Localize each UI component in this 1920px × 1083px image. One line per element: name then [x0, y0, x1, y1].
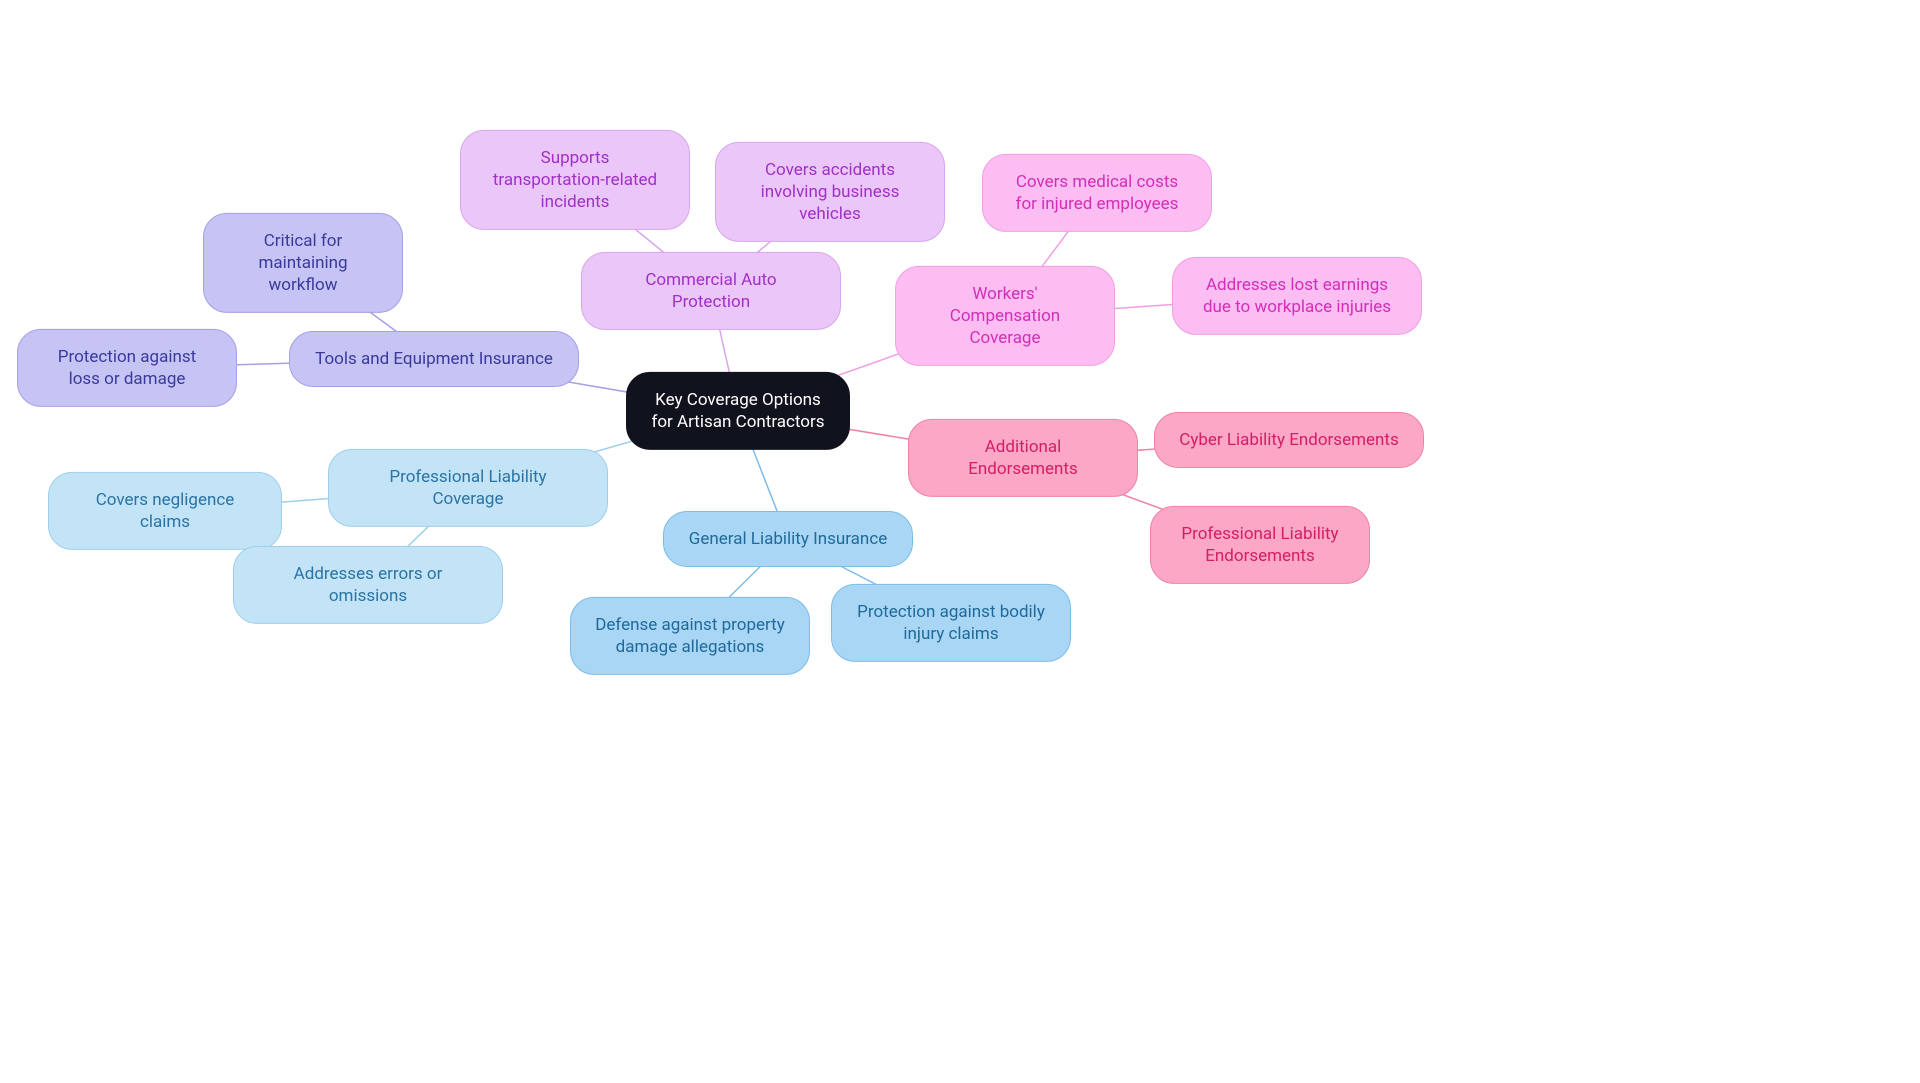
- mindmap-node-prof: Professional Liability Coverage: [328, 449, 608, 527]
- mindmap-node-label: Tools and Equipment Insurance: [315, 348, 553, 370]
- mindmap-node-label: Defense against property damage allegati…: [595, 614, 785, 658]
- mindmap-node-prof-1: Covers negligence claims: [48, 472, 282, 550]
- mindmap-node-add-1: Cyber Liability Endorsements: [1154, 412, 1424, 468]
- mindmap-node-label: General Liability Insurance: [689, 528, 887, 550]
- mindmap-node-tools-2: Protection against loss or damage: [17, 329, 237, 407]
- mindmap-node-tools: Tools and Equipment Insurance: [289, 331, 579, 387]
- mindmap-node-workers: Workers' Compensation Coverage: [895, 266, 1115, 366]
- mindmap-node-label: Covers accidents involving business vehi…: [740, 159, 920, 225]
- mindmap-node-label: Commercial Auto Protection: [606, 269, 816, 313]
- mindmap-node-gen: General Liability Insurance: [663, 511, 913, 567]
- mindmap-node-label: Covers negligence claims: [73, 489, 257, 533]
- mindmap-node-label: Protection against loss or damage: [42, 346, 212, 390]
- mindmap-node-center: Key Coverage Options for Artisan Contrac…: [626, 372, 850, 450]
- mindmap-node-gen-1: Defense against property damage allegati…: [570, 597, 810, 675]
- mindmap-node-auto: Commercial Auto Protection: [581, 252, 841, 330]
- mindmap-node-workers-2: Addresses lost earnings due to workplace…: [1172, 257, 1422, 335]
- mindmap-node-label: Professional Liability Coverage: [353, 466, 583, 510]
- mindmap-node-label: Covers medical costs for injured employe…: [1007, 171, 1187, 215]
- mindmap-node-workers-1: Covers medical costs for injured employe…: [982, 154, 1212, 232]
- mindmap-node-label: Cyber Liability Endorsements: [1179, 429, 1398, 451]
- mindmap-node-label: Addresses lost earnings due to workplace…: [1197, 274, 1397, 318]
- mindmap-node-auto-2: Covers accidents involving business vehi…: [715, 142, 945, 242]
- mindmap-node-label: Protection against bodily injury claims: [856, 601, 1046, 645]
- mindmap-node-prof-2: Addresses errors or omissions: [233, 546, 503, 624]
- mindmap-node-label: Workers' Compensation Coverage: [920, 283, 1090, 349]
- mindmap-edges: [0, 0, 1920, 1083]
- mindmap-node-auto-1: Supports transportation-related incident…: [460, 130, 690, 230]
- mindmap-node-label: Key Coverage Options for Artisan Contrac…: [651, 389, 825, 433]
- mindmap-node-label: Additional Endorsements: [933, 436, 1113, 480]
- mindmap-node-gen-2: Protection against bodily injury claims: [831, 584, 1071, 662]
- mindmap-node-add-2: Professional Liability Endorsements: [1150, 506, 1370, 584]
- mindmap-node-label: Addresses errors or omissions: [258, 563, 478, 607]
- mindmap-node-tools-1: Critical for maintaining workflow: [203, 213, 403, 313]
- mindmap-node-label: Supports transportation-related incident…: [485, 147, 665, 213]
- mindmap-node-label: Critical for maintaining workflow: [228, 230, 378, 296]
- mindmap-node-add: Additional Endorsements: [908, 419, 1138, 497]
- mindmap-node-label: Professional Liability Endorsements: [1175, 523, 1345, 567]
